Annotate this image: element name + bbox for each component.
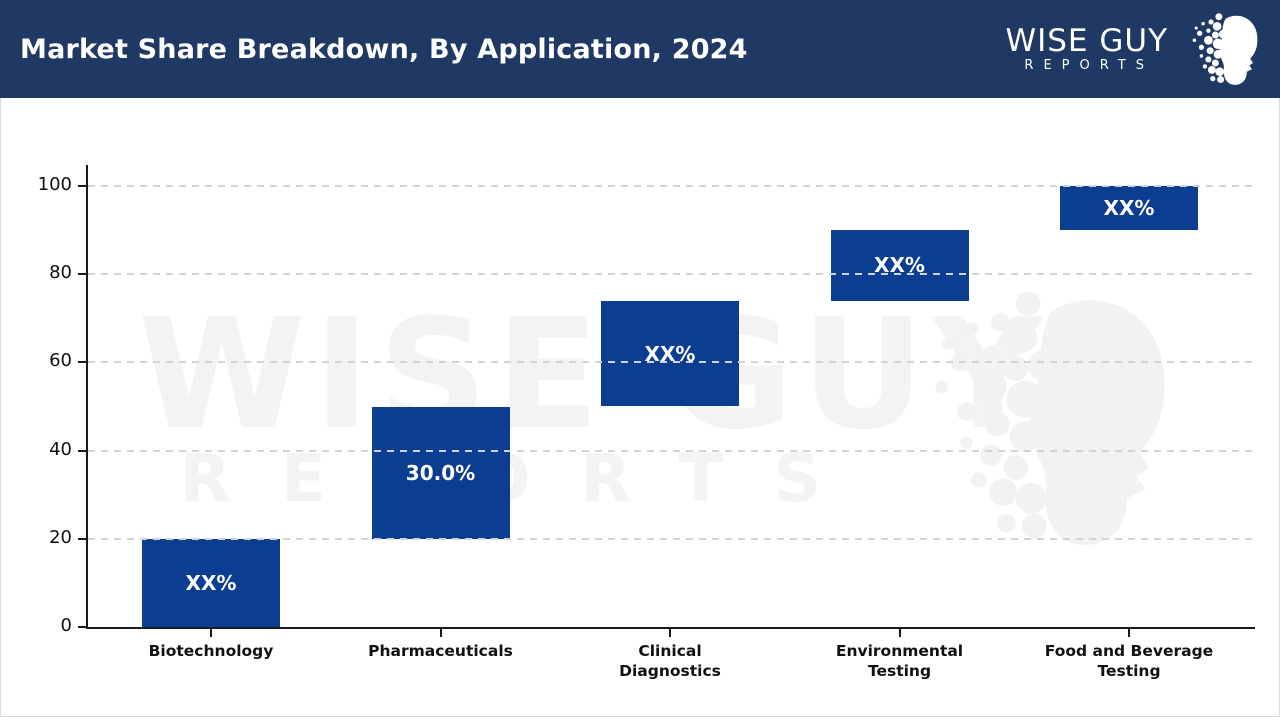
- x-axis-spine: [86, 627, 1255, 629]
- gridline-80: [88, 273, 1255, 276]
- x-category-label-pharmaceuticals: Pharmaceuticals: [368, 642, 513, 660]
- bar-value-label-biotechnology: XX%: [185, 570, 237, 595]
- logo-text: WISE GUY REPORTS: [1005, 24, 1168, 74]
- bar-value-label-food-and-beverage-testing: XX%: [1103, 196, 1155, 221]
- y-tick-label-80: 80: [49, 262, 72, 284]
- x-tick-mark-environmental-testing: [898, 629, 901, 637]
- y-tick-mark-100: [78, 185, 87, 187]
- frame-left-line: [0, 98, 1, 717]
- x-category-label-environmental-testing: Environmental Testing: [835, 642, 964, 680]
- x-category-label-clinical-diagnostics: Clinical Diagnostics: [619, 642, 721, 680]
- y-tick-mark-40: [78, 449, 87, 452]
- y-tick-label-20: 20: [49, 526, 72, 548]
- wise-guy-reports-logo: WISE GUY REPORTS: [1005, 5, 1266, 93]
- frame-bottom-line: [0, 716, 1280, 717]
- bar-value-label-pharmaceuticals: 30.0%: [405, 460, 476, 485]
- logo-subtitle: REPORTS: [1024, 58, 1155, 73]
- gridline-40: [88, 449, 1255, 452]
- chart-plot-area: WISE GUY REPORTS 0 20 40 60 80 100 XX% Biotechn…: [0, 98, 1280, 716]
- bar-environmental-testing: XX%: [830, 230, 969, 301]
- x-category-label-biotechnology: Biotechnology: [148, 642, 274, 660]
- bar-clinical-diagnostics: XX%: [601, 300, 739, 407]
- page-title: Market Share Breakdown, By Application, …: [20, 33, 748, 65]
- y-axis-spine: [86, 165, 88, 629]
- y-tick-label-100: 100: [37, 174, 72, 195]
- bar-biotechnology: XX%: [142, 538, 280, 627]
- y-tick-mark-0: [78, 626, 87, 628]
- x-tick-mark-pharmaceuticals: [439, 629, 442, 637]
- x-category-label-food-and-beverage-testing: Food and Beverage Testing: [1044, 642, 1214, 680]
- y-tick-mark-20: [78, 537, 87, 540]
- y-tick-label-60: 60: [49, 350, 72, 372]
- y-tick-label-40: 40: [49, 438, 72, 460]
- gridline-60: [88, 361, 1255, 364]
- bar-pharmaceuticals: 30.0%: [371, 406, 510, 539]
- y-tick-mark-80: [78, 273, 87, 276]
- gridline-20: [88, 537, 1255, 540]
- x-tick-mark-clinical-diagnostics: [669, 629, 671, 637]
- head-profile-icon: [1192, 13, 1258, 85]
- y-tick-mark-60: [78, 361, 87, 364]
- x-tick-mark-food-and-beverage-testing: [1128, 629, 1130, 637]
- watermark-wordmark: WISE GUY: [138, 286, 1051, 463]
- y-tick-label-0: 0: [60, 615, 72, 636]
- header-band: Market Share Breakdown, By Application, …: [0, 0, 1280, 98]
- x-tick-mark-biotechnology: [210, 629, 212, 637]
- gridline-100: [88, 185, 1255, 187]
- logo-wordmark: WISE GUY: [1005, 23, 1168, 59]
- bar-food-and-beverage-testing: XX%: [1060, 186, 1198, 231]
